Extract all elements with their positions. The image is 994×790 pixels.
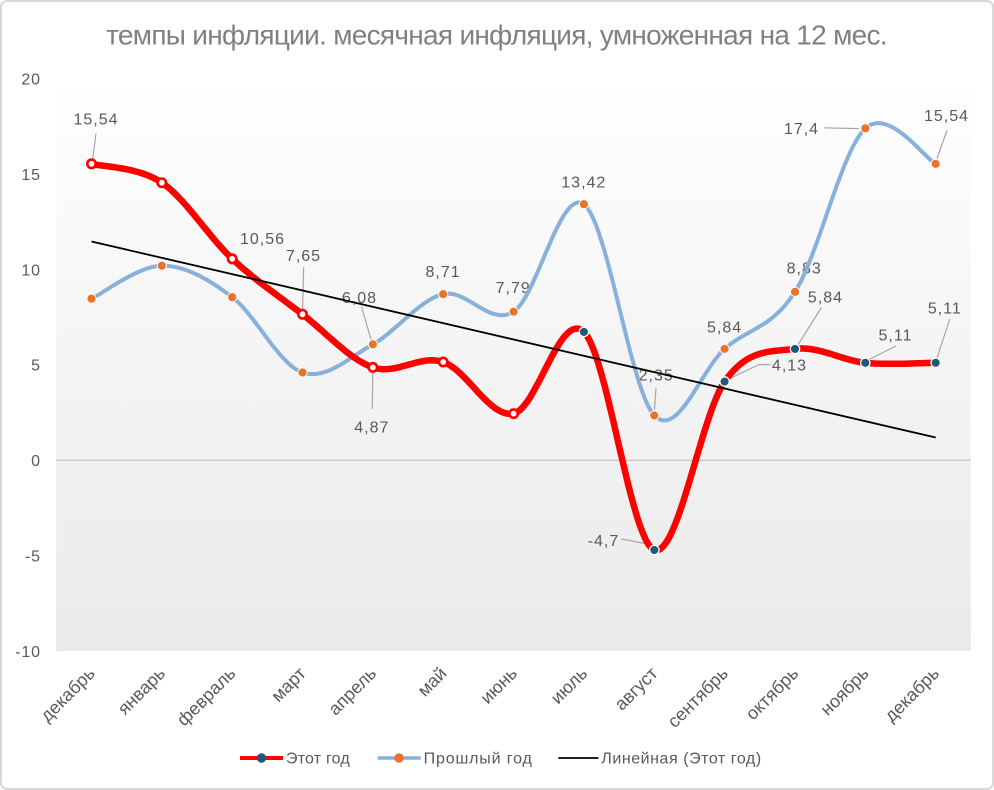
svg-text:5,11: 5,11 [928, 301, 962, 318]
svg-text:6,08: 6,08 [342, 290, 377, 307]
svg-text:-4,7: -4,7 [588, 533, 620, 550]
svg-text:10,56: 10,56 [240, 231, 285, 248]
svg-text:15,54: 15,54 [73, 111, 118, 128]
svg-text:Этот год: Этот год [286, 751, 350, 768]
svg-text:Прошлый год: Прошлый год [424, 751, 533, 768]
svg-text:2,35: 2,35 [639, 367, 674, 384]
svg-text:-5: -5 [25, 549, 41, 566]
svg-text:15,54: 15,54 [924, 108, 969, 125]
svg-text:4,87: 4,87 [354, 420, 389, 437]
svg-text:5,11: 5,11 [879, 328, 913, 345]
svg-text:7,79: 7,79 [496, 280, 531, 297]
svg-text:4,13: 4,13 [772, 358, 807, 375]
svg-text:5,84: 5,84 [808, 289, 843, 306]
svg-text:0: 0 [31, 453, 41, 470]
svg-text:10: 10 [21, 262, 40, 279]
svg-text:8,71: 8,71 [426, 264, 461, 281]
svg-text:20: 20 [21, 72, 40, 89]
svg-text:17,4: 17,4 [784, 121, 819, 138]
svg-text:5: 5 [31, 358, 41, 375]
svg-text:темпы инфляции. месячная инфля: темпы инфляции. месячная инфляция, умнож… [106, 20, 887, 51]
svg-text:8,83: 8,83 [787, 260, 822, 277]
svg-text:-10: -10 [15, 644, 41, 661]
svg-text:13,42: 13,42 [561, 175, 606, 192]
svg-text:15: 15 [21, 167, 40, 184]
svg-text:5,84: 5,84 [707, 319, 742, 336]
svg-text:Линейная (Этот год): Линейная (Этот год) [601, 751, 761, 768]
svg-text:7,65: 7,65 [286, 248, 321, 265]
